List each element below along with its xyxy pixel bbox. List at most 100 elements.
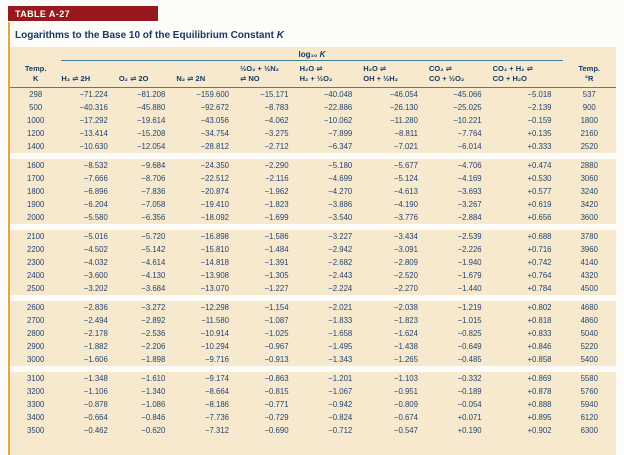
cell-h2o-oh-h2: −2.270	[393, 283, 418, 293]
cell-no: −0.863	[264, 373, 289, 383]
cell-h2o-oh-h2: −4.613	[393, 186, 418, 196]
table-row: 3400 −0.664 −0.846 −7.736 −0.729 −0.824 −0.674…	[10, 411, 616, 424]
cell-h2-2h: −0.462	[83, 425, 108, 435]
cell-co2-h2-co-h2o: +0.742	[527, 257, 552, 267]
cell-temp-k: 2700	[26, 315, 45, 325]
col-header-h2o-oh-h2: H₂O ⇌ OH + ½H₂	[363, 60, 429, 88]
cell-temp-r: 4500	[580, 283, 598, 293]
cell-temp-r: 4140	[580, 257, 598, 267]
cell-h2o-oh-h2: −1.823	[393, 315, 418, 325]
col-header-no: ½O₂ + ½N₂ ⇌ NO	[240, 60, 300, 88]
col-header-line: CO + H₂O	[492, 73, 528, 83]
cell-co2-co-o2: −1.679	[457, 270, 482, 280]
cell-co2-h2-co-h2o: +0.869	[527, 373, 552, 383]
cell-co2-co-o2: −0.054	[457, 399, 482, 409]
cell-temp-r: 2520	[580, 141, 598, 151]
cell-h2-2h: −6.896	[83, 186, 108, 196]
table-row: 500 −40.316 −45.880 −92.672 −8.783 −22.886 −26…	[10, 101, 616, 114]
table-row: 1400 −10.630 −12.054 −28.812 −2.712 −6.347 −7.…	[10, 140, 616, 153]
col-header-line: K	[32, 73, 39, 83]
cell-temp-k: 298	[29, 89, 43, 99]
cell-no: −1.305	[264, 270, 289, 280]
cell-h2-2h: −2.836	[83, 302, 108, 312]
cell-temp-r: 5580	[580, 373, 598, 383]
cell-n2-2n: −43.056	[200, 115, 230, 125]
cell-n2-2n: −15.810	[200, 244, 230, 254]
bottom-pad-row	[10, 437, 616, 442]
cell-h2o-oh-h2: −0.547	[393, 425, 418, 435]
table-row: 1600 −8.532 −9.684 −24.350 −2.290 −5.180 −5.67…	[10, 159, 616, 172]
cell-no: −4.062	[264, 115, 289, 125]
cell-no: −1.227	[264, 283, 289, 293]
cell-co2-h2-co-h2o: +0.619	[527, 199, 552, 209]
cell-h2o-h2-o2: −1.658	[328, 328, 353, 338]
table-label: TABLE A-27	[15, 9, 71, 19]
cell-h2-2h: −1.348	[83, 373, 108, 383]
cell-no: −2.290	[264, 160, 289, 170]
cell-no: −0.771	[264, 399, 289, 409]
column-header-row: Temp. K H₂ ⇌ 2H O₂ ⇌ 2O N₂ ⇌ 2N ½O₂ + ½N₂ ⇌ NO…	[10, 60, 616, 88]
cell-no: −1.586	[264, 231, 289, 241]
cell-h2o-oh-h2: −46.054	[389, 89, 418, 99]
cell-h2-2h: −4.032	[83, 257, 108, 267]
cell-co2-h2-co-h2o: +0.135	[527, 128, 552, 138]
cell-temp-r: 1800	[580, 115, 598, 125]
group-spacer-row	[10, 294, 616, 301]
cell-h2o-oh-h2: −0.809	[393, 399, 418, 409]
cell-temp-r: 4320	[580, 270, 598, 280]
cell-no: −1.391	[264, 257, 289, 267]
col-header-line: H₂ ⇌ 2H	[61, 73, 91, 83]
col-header-co2-h2-co-h2o: CO₂ + H₂ ⇌ CO + H₂O	[492, 60, 563, 88]
cell-h2-2h: −7.666	[83, 173, 108, 183]
table-title: Logarithms to the Base 10 of the Equilib…	[10, 22, 616, 47]
cell-n2-2n: −14.818	[200, 257, 230, 267]
cell-no: −1.154	[264, 302, 289, 312]
cell-temp-r: 4680	[580, 302, 598, 312]
cell-o2-2o: −45.880	[136, 102, 166, 112]
table-row: 1200 −13.414 −15.208 −34.754 −3.275 −7.899 −8.…	[10, 127, 616, 140]
cell-o2-2o: −81.208	[136, 89, 166, 99]
cell-temp-k: 3300	[26, 399, 45, 409]
cell-co2-h2-co-h2o: +0.833	[527, 328, 552, 338]
col-header-line: Temp.	[578, 64, 601, 73]
cell-h2o-h2-o2: −1.201	[328, 373, 353, 383]
table-card: log₁₀ K Temp. K H₂ ⇌ 2H O₂ ⇌ 2O N₂ ⇌ 2N ½O₂ +…	[10, 47, 616, 455]
cell-co2-h2-co-h2o: +0.902	[527, 425, 552, 435]
log-k: K	[319, 50, 326, 59]
col-header-h2-2h: H₂ ⇌ 2H	[61, 60, 119, 88]
bottom-pad-cell	[10, 437, 616, 442]
group-spacer-cell	[10, 223, 616, 230]
cell-temp-k: 1200	[26, 128, 45, 138]
cell-h2o-h2-o2: −4.270	[328, 186, 353, 196]
cell-co2-h2-co-h2o: +0.895	[527, 412, 552, 422]
cell-h2o-h2-o2: −0.942	[328, 399, 353, 409]
cell-no: −15.171	[260, 89, 289, 99]
cell-h2o-h2-o2: −2.224	[328, 283, 353, 293]
cell-co2-co-o2: −45.066	[453, 89, 482, 99]
cell-n2-2n: −10.294	[200, 341, 230, 351]
cell-h2o-h2-o2: −5.180	[328, 160, 353, 170]
cell-n2-2n: −22.512	[200, 173, 230, 183]
col-header-line: H₂ + ½O₂	[299, 73, 333, 83]
log-header-spacer-right	[563, 47, 616, 61]
cell-h2-2h: −3.202	[83, 283, 108, 293]
cell-o2-2o: −8.706	[141, 173, 166, 183]
group-spacer-row	[10, 365, 616, 372]
cell-n2-2n: −18.092	[200, 212, 230, 222]
cell-h2o-h2-o2: −3.540	[328, 212, 353, 222]
cell-co2-co-o2: −2.539	[457, 231, 482, 241]
cell-o2-2o: −3.272	[141, 302, 166, 312]
cell-co2-h2-co-h2o: −0.159	[527, 115, 552, 125]
cell-n2-2n: −10.914	[200, 328, 230, 338]
cell-o2-2o: −1.340	[141, 386, 166, 396]
col-header-line: H₂O ⇌	[299, 64, 323, 73]
cell-co2-h2-co-h2o: +0.858	[527, 354, 552, 364]
table-row: 1700 −7.666 −8.706 −22.512 −2.116 −4.699 −5.12…	[10, 172, 616, 185]
cell-h2-2h: −3.600	[83, 270, 108, 280]
cell-co2-h2-co-h2o: +0.818	[527, 315, 552, 325]
cell-h2-2h: −0.664	[83, 412, 108, 422]
cell-temp-k: 2300	[26, 257, 45, 267]
cell-co2-co-o2: −7.764	[457, 128, 482, 138]
cell-h2o-h2-o2: −22.886	[323, 102, 353, 112]
